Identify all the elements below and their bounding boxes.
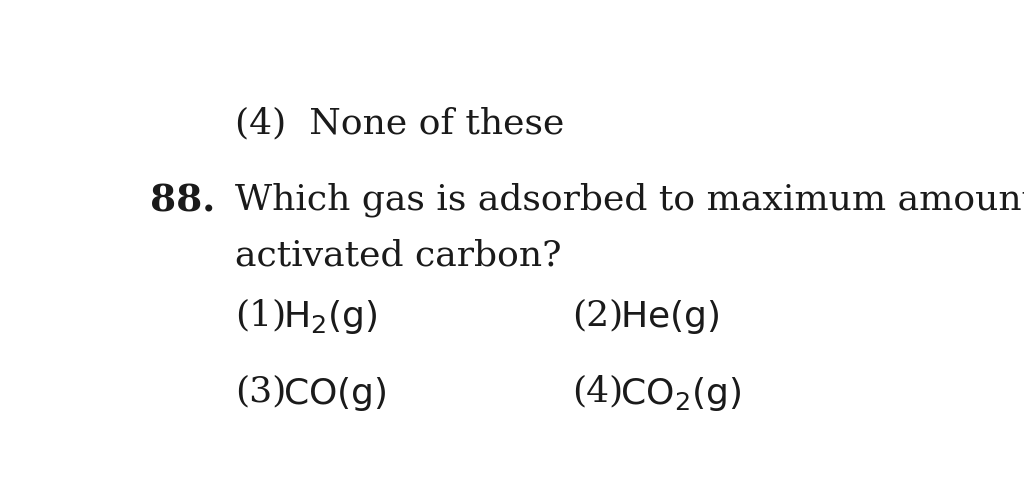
Text: (3): (3) — [236, 375, 287, 409]
Text: (2): (2) — [572, 298, 624, 332]
Text: $\mathrm{CO(g)}$: $\mathrm{CO(g)}$ — [283, 375, 386, 413]
Text: (4): (4) — [572, 375, 624, 409]
Text: Which gas is adsorbed to maximum amount: Which gas is adsorbed to maximum amount — [236, 183, 1024, 218]
Text: (4)  None of these: (4) None of these — [236, 106, 564, 140]
Text: (1): (1) — [236, 298, 287, 332]
Text: $\mathrm{H_2(g)}$: $\mathrm{H_2(g)}$ — [283, 298, 377, 336]
Text: $\mathrm{He(g)}$: $\mathrm{He(g)}$ — [620, 298, 720, 336]
Text: 88.: 88. — [151, 183, 215, 220]
Text: activated carbon?: activated carbon? — [236, 239, 561, 272]
Text: $\mathrm{CO_2(g)}$: $\mathrm{CO_2(g)}$ — [620, 375, 741, 413]
